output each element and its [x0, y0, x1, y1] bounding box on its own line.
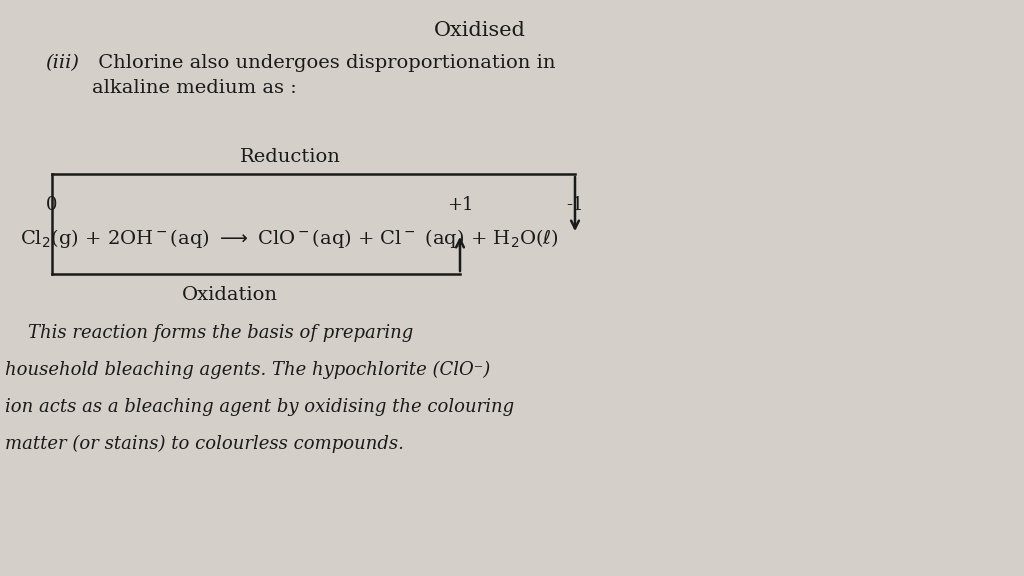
Text: household bleaching agents. The hypochlorite (ClO⁻): household bleaching agents. The hypochlo… — [5, 361, 490, 379]
Text: Cl$_2$(g) + 2OH$^-$(aq) $\longrightarrow$ ClO$^-$(aq) + Cl$^-$ (aq) + H$_2$O($\e: Cl$_2$(g) + 2OH$^-$(aq) $\longrightarrow… — [20, 226, 559, 249]
Text: Reduction: Reduction — [240, 148, 340, 166]
Text: Oxidation: Oxidation — [182, 286, 278, 304]
Text: (iii): (iii) — [45, 54, 79, 72]
Text: Chlorine also undergoes disproportionation in
alkaline medium as :: Chlorine also undergoes disproportionati… — [92, 54, 555, 97]
Text: matter (or stains) to colourless compounds.: matter (or stains) to colourless compoun… — [5, 435, 403, 453]
Text: -1: -1 — [566, 196, 584, 214]
Text: +1: +1 — [446, 196, 473, 214]
Text: 0: 0 — [46, 196, 57, 214]
Text: Oxidised: Oxidised — [434, 21, 526, 40]
Text: This reaction forms the basis of preparing: This reaction forms the basis of prepari… — [5, 324, 414, 342]
Text: ion acts as a bleaching agent by oxidising the colouring: ion acts as a bleaching agent by oxidisi… — [5, 398, 514, 416]
